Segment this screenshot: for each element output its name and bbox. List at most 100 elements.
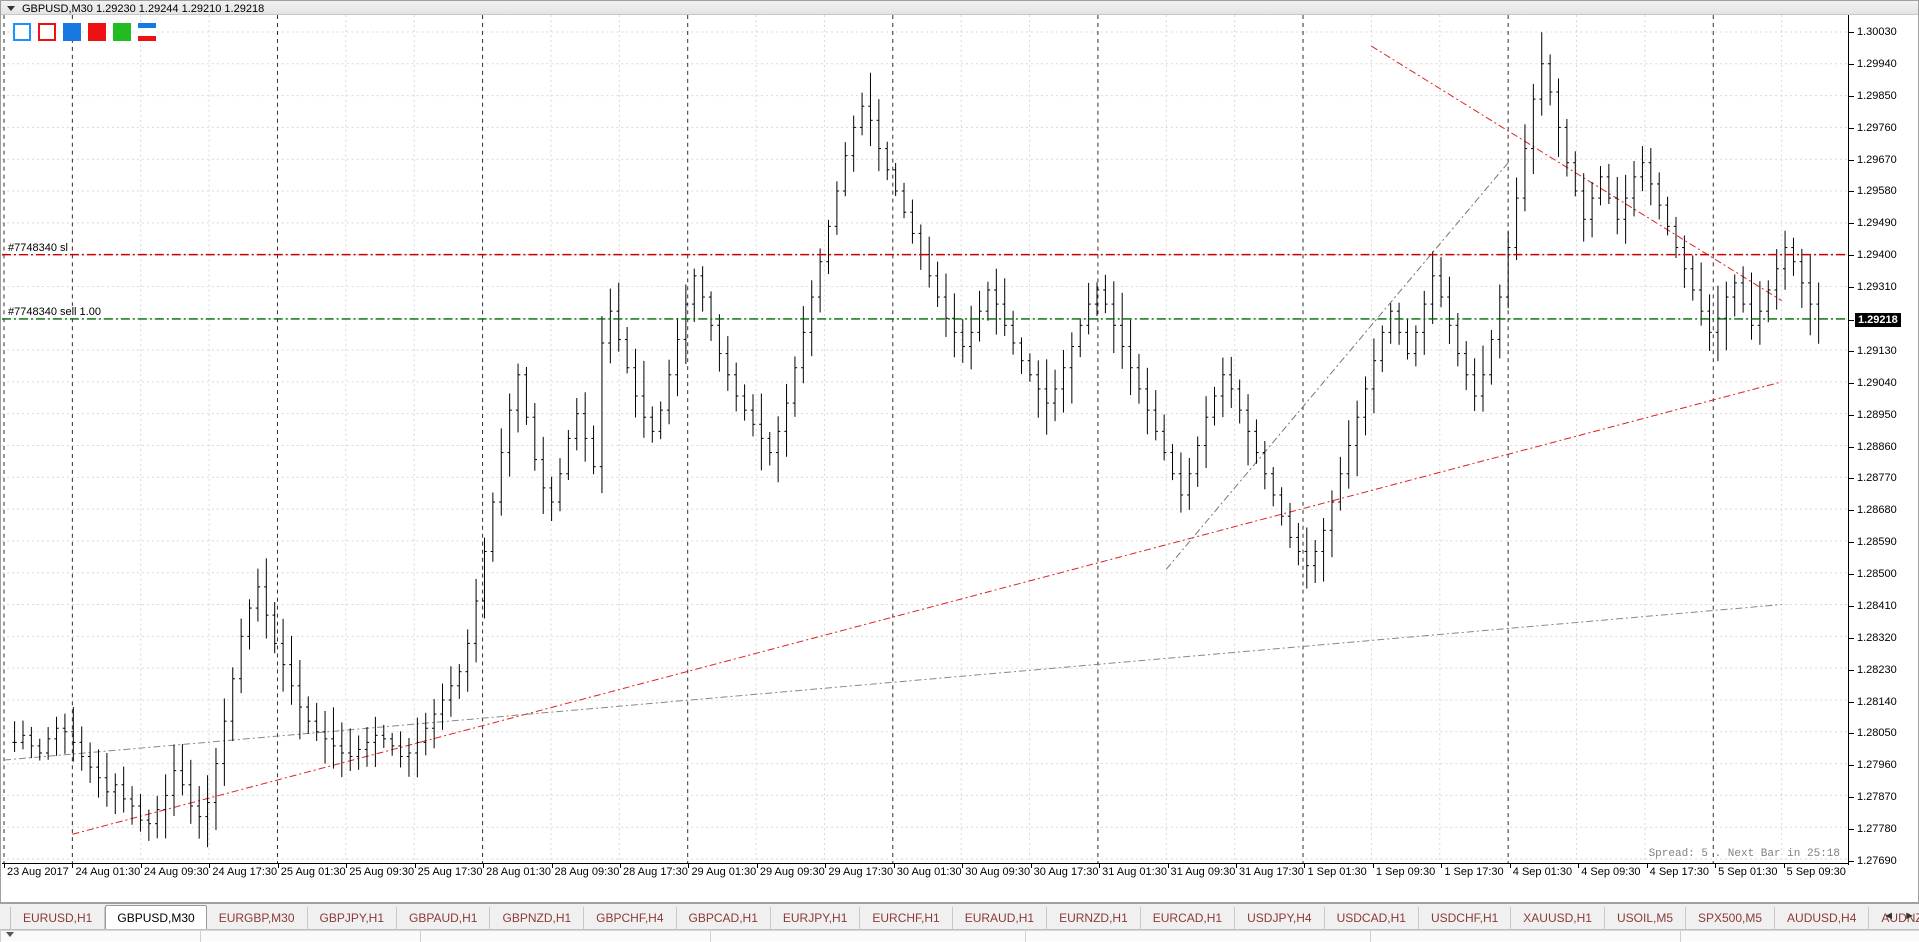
chart-tab-eurchf-h1[interactable]: EURCHF,H1 (860, 907, 953, 929)
chart-tab-spx500-m5[interactable]: SPX500,M5 (1686, 907, 1776, 929)
time-tick-mark (483, 864, 485, 868)
time-tick-label: 25 Aug 17:30 (417, 866, 483, 878)
hollow-blue-square-icon[interactable] (13, 23, 31, 41)
price-tick-label: 1.29040 (1857, 376, 1897, 389)
chart-tabs[interactable]: EURUSD,H1 GBPUSD,M30 EURGBP,M30 GBPJPY,H1 GB… (0, 905, 1919, 929)
time-tick-mark (1304, 864, 1306, 868)
chart-plot-area[interactable] (2, 15, 1848, 865)
time-tick-label: 28 Aug 17:30 (623, 866, 688, 878)
filled-green-square-icon[interactable] (113, 23, 131, 41)
price-tick-label: 1.28050 (1857, 727, 1897, 740)
price-tick: 1.29490 (1849, 217, 1919, 229)
time-tick-mark (1099, 864, 1101, 868)
trend-line-ascending-support-gray[interactable] (1165, 162, 1509, 570)
chart-tab-gbpcad-h1[interactable]: GBPCAD,H1 (677, 907, 771, 929)
price-tick-label: 1.27960 (1857, 759, 1897, 772)
hollow-red-square-icon[interactable] (38, 23, 56, 41)
chart-tab-eurgbp-m30[interactable]: EURGBP,M30 (207, 907, 308, 929)
time-tick-mark (1783, 864, 1785, 868)
price-tick-label: 1.29490 (1857, 217, 1897, 230)
chart-tab-xauusd-h1[interactable]: XAUUSD,H1 (1511, 907, 1605, 929)
tab-scroll-arrows[interactable]: ◄ ► (1883, 910, 1915, 922)
price-tick-label: 1.28500 (1857, 568, 1897, 581)
time-tick-label: 31 Aug 09:30 (1170, 866, 1236, 878)
panel-chevron-down-icon[interactable] (6, 932, 14, 937)
time-tick-mark (72, 864, 74, 868)
chart-tab-gbpnzd-h1[interactable]: GBPNZD,H1 (490, 907, 585, 929)
price-tick-current: 1.29218 (1849, 312, 1919, 327)
price-tick: 1.28860 (1849, 441, 1919, 453)
trend-line-lower-support-red[interactable] (72, 381, 1782, 835)
price-scale[interactable]: 1.30030 1.29940 1.29850 1.29760 1.29670 1.295… (1848, 15, 1919, 867)
time-tick-label: 23 Aug 2017 (7, 866, 69, 878)
time-tick-label: 4 Sep 01:30 (1512, 866, 1573, 878)
chart-tab-eurcad-h1[interactable]: EURCAD,H1 (1141, 907, 1236, 929)
price-tick: 1.28050 (1849, 727, 1919, 739)
chart-tab-audusd-h4[interactable]: AUDUSD,H4 (1775, 907, 1870, 929)
trend-line-upper-resistance-red[interactable] (1371, 45, 1782, 301)
chart-titlebar (1, 1, 1918, 15)
time-tick-label: 1 Sep 01:30 (1307, 866, 1367, 878)
chart-tab-usdjpy-h4[interactable]: USDJPY,H4 (1235, 907, 1325, 929)
panel-column-divider (1370, 931, 1371, 942)
chart-tab-gbpchf-h4[interactable]: GBPCHF,H4 (584, 907, 677, 929)
price-tick: 1.27780 (1849, 823, 1919, 835)
chart-tab-usdchf-h1[interactable]: USDCHF,H1 (1419, 907, 1512, 929)
price-tick: 1.28410 (1849, 600, 1919, 612)
chart-tab-euraud-h1[interactable]: EURAUD,H1 (953, 907, 1048, 929)
price-tick: 1.27870 (1849, 791, 1919, 803)
time-tick-mark (1509, 864, 1511, 868)
filled-blue-square-icon[interactable] (63, 23, 81, 41)
time-tick-label: 24 Aug 17:30 (212, 866, 278, 878)
price-tick: 1.29040 (1849, 377, 1919, 389)
price-tick-label: 1.29580 (1857, 185, 1897, 198)
chart-tab-bar[interactable]: EURUSD,H1 GBPUSD,M30 EURGBP,M30 GBPJPY,H1 GB… (0, 903, 1919, 942)
scroll-right-icon[interactable]: ► (1904, 910, 1915, 922)
time-tick-label: 30 Aug 17:30 (1033, 866, 1099, 878)
chart-tab-usdcad-h1[interactable]: USDCAD,H1 (1325, 907, 1419, 929)
price-tick-label: 1.28320 (1857, 631, 1897, 644)
order-line-label-sl[interactable]: #7748340 sl (7, 241, 69, 254)
time-tick-label: 31 Aug 17:30 (1239, 866, 1304, 878)
chart-tab-gbpaud-h1[interactable]: GBPAUD,H1 (397, 907, 491, 929)
chart-tab-gbpusd-m30[interactable]: GBPUSD,M30 (105, 905, 207, 929)
time-tick-label: 28 Aug 09:30 (554, 866, 620, 878)
time-tick-mark (962, 864, 964, 868)
price-tick: 1.29130 (1849, 345, 1919, 357)
chart-tab-audnzd-h1[interactable]: AUDNZD,H1 (1869, 907, 1919, 929)
price-tick: 1.29850 (1849, 90, 1919, 102)
color-swatch-toolbar[interactable] (13, 23, 156, 41)
chart-tab-eurjpy-h1[interactable]: EURJPY,H1 (771, 907, 861, 929)
price-tick-label: 1.27780 (1857, 823, 1897, 836)
chart-tab-eurusd-h1[interactable]: EURUSD,H1 (11, 907, 106, 929)
tabbar-left-edge (0, 907, 11, 929)
chart-tab-usoil-m5[interactable]: USOIL,M5 (1605, 907, 1686, 929)
chart-window: GBPUSD,M30 1.29230 1.29244 1.29210 1.292… (0, 0, 1919, 903)
time-tick-label: 30 Aug 09:30 (965, 866, 1031, 878)
filled-red-square-icon[interactable] (88, 23, 106, 41)
order-line-label-sell[interactable]: #7748340 sell 1.00 (7, 305, 102, 318)
price-tick: 1.30030 (1849, 26, 1919, 38)
time-tick-label: 29 Aug 17:30 (828, 866, 894, 878)
time-tick-label: 5 Sep 01:30 (1718, 866, 1778, 878)
chevron-down-icon[interactable] (7, 6, 15, 11)
time-tick-label: 1 Sep 09:30 (1375, 866, 1436, 878)
blue-red-split-square-icon[interactable] (138, 23, 156, 41)
scroll-left-icon[interactable]: ◄ (1883, 910, 1895, 922)
time-tick-label: 30 Aug 01:30 (896, 866, 962, 878)
price-tick: 1.27960 (1849, 759, 1919, 771)
price-tick: 1.29580 (1849, 185, 1919, 197)
chart-tab-gbpjpy-h1[interactable]: GBPJPY,H1 (308, 907, 398, 929)
price-tick: 1.28230 (1849, 664, 1919, 676)
time-tick-label: 24 Aug 09:30 (143, 866, 209, 878)
trend-line-long-ascending-gray[interactable] (3, 604, 1782, 761)
chart-tab-eurnzd-h1[interactable]: EURNZD,H1 (1047, 907, 1141, 929)
price-tick: 1.28950 (1849, 409, 1919, 421)
price-tick: 1.29670 (1849, 154, 1919, 166)
time-tick-mark (551, 864, 553, 868)
price-tick: 1.28500 (1849, 568, 1919, 580)
price-tick: 1.27690 (1849, 855, 1919, 867)
time-scale[interactable]: 23 Aug 2017 24 Aug 01:30 24 Aug 09:30 24 Au… (2, 863, 1848, 880)
price-tick-label: 1.29670 (1857, 153, 1897, 166)
time-tick-mark (1372, 864, 1374, 868)
